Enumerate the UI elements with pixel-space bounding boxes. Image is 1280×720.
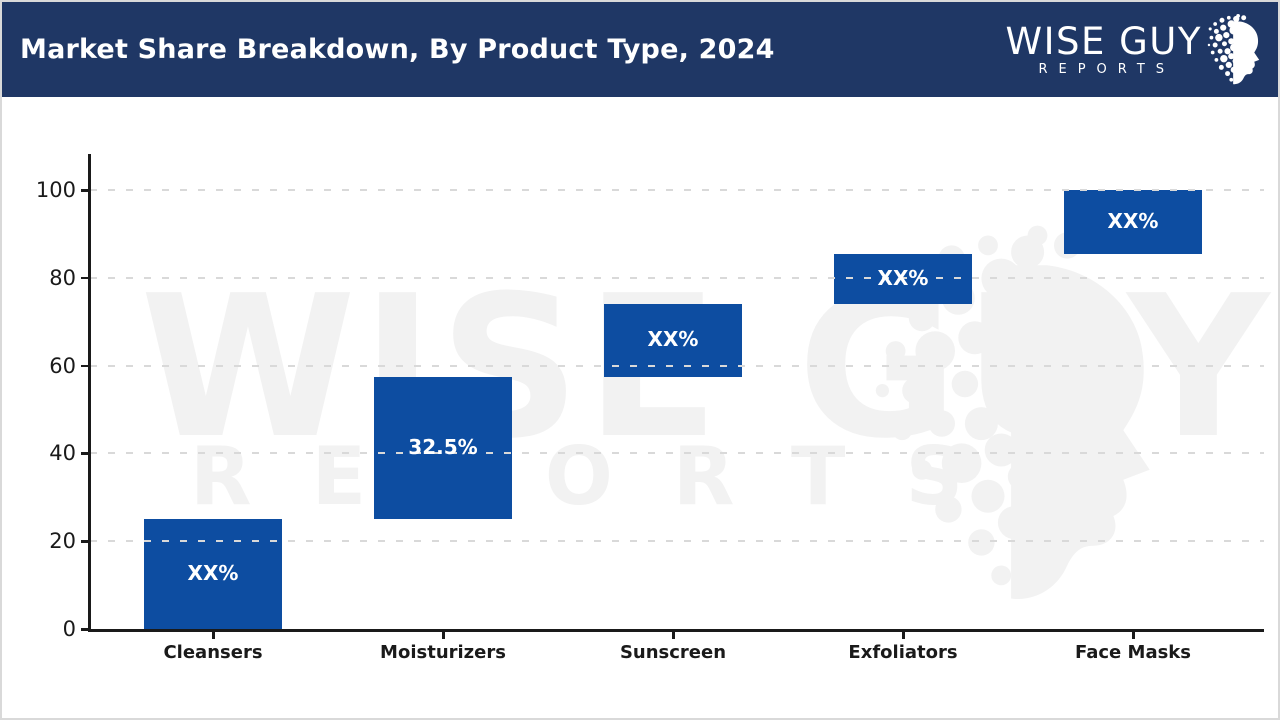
y-tick-mark [81,276,90,280]
y-tick-mark [81,452,90,455]
bar-value-label: XX% [647,327,699,352]
x-tick-mark [1132,632,1135,639]
y-tick-label-60: 60 [49,353,76,378]
watermark-subtitle: REPORTS [190,430,1024,523]
y-tick-label-20: 20 [49,529,76,554]
gridline-80 [90,276,1264,279]
x-tick-mark [672,632,675,639]
header: Market Share Breakdown, By Product Type,… [2,2,1278,97]
x-category-label: Exfoliators [848,642,958,663]
logo-text: WISE GUY REPORTS [1005,19,1202,78]
x-tick-mark [442,632,445,639]
x-tick-mark [212,632,215,639]
x-category-label: Face Masks [1075,642,1191,663]
x-category-label: Cleansers [163,642,263,663]
x-axis [88,629,1264,632]
bar-moisturizers [374,376,512,520]
y-tick-mark [81,189,90,192]
bar-value-label: XX% [187,561,239,586]
y-tick-label-0: 0 [62,617,76,641]
x-tick-mark [902,632,905,639]
logo-subtitle: REPORTS [1038,62,1176,78]
y-tick-label-40: 40 [49,441,76,466]
gridline-40 [90,452,1264,455]
y-axis [88,154,91,632]
chart-title: Market Share Breakdown, By Product Type,… [20,34,775,65]
gridline-20 [90,540,1264,543]
logo-face-icon [1207,14,1260,85]
gridline-60 [90,364,1264,367]
x-category-label: Sunscreen [619,642,727,663]
y-tick-label-100: 100 [35,178,76,202]
y-tick-mark [81,540,90,543]
y-tick-label-80: 80 [49,265,76,290]
bar-cleansers [144,519,282,629]
logo-wordmark: WISE GUY [1005,19,1202,63]
bar-sunscreen [604,304,742,377]
gridline-100 [90,189,1264,191]
y-tick-mark [81,364,90,368]
wiseguy-logo: WISE GUY REPORTS [1006,6,1266,94]
y-tick-mark [81,628,90,631]
bar-value-label: 32.5% [408,434,478,459]
bar-value-label: XX% [877,265,929,290]
bar-value-label: XX% [1107,208,1159,233]
x-category-label: Moisturizers [380,642,506,663]
